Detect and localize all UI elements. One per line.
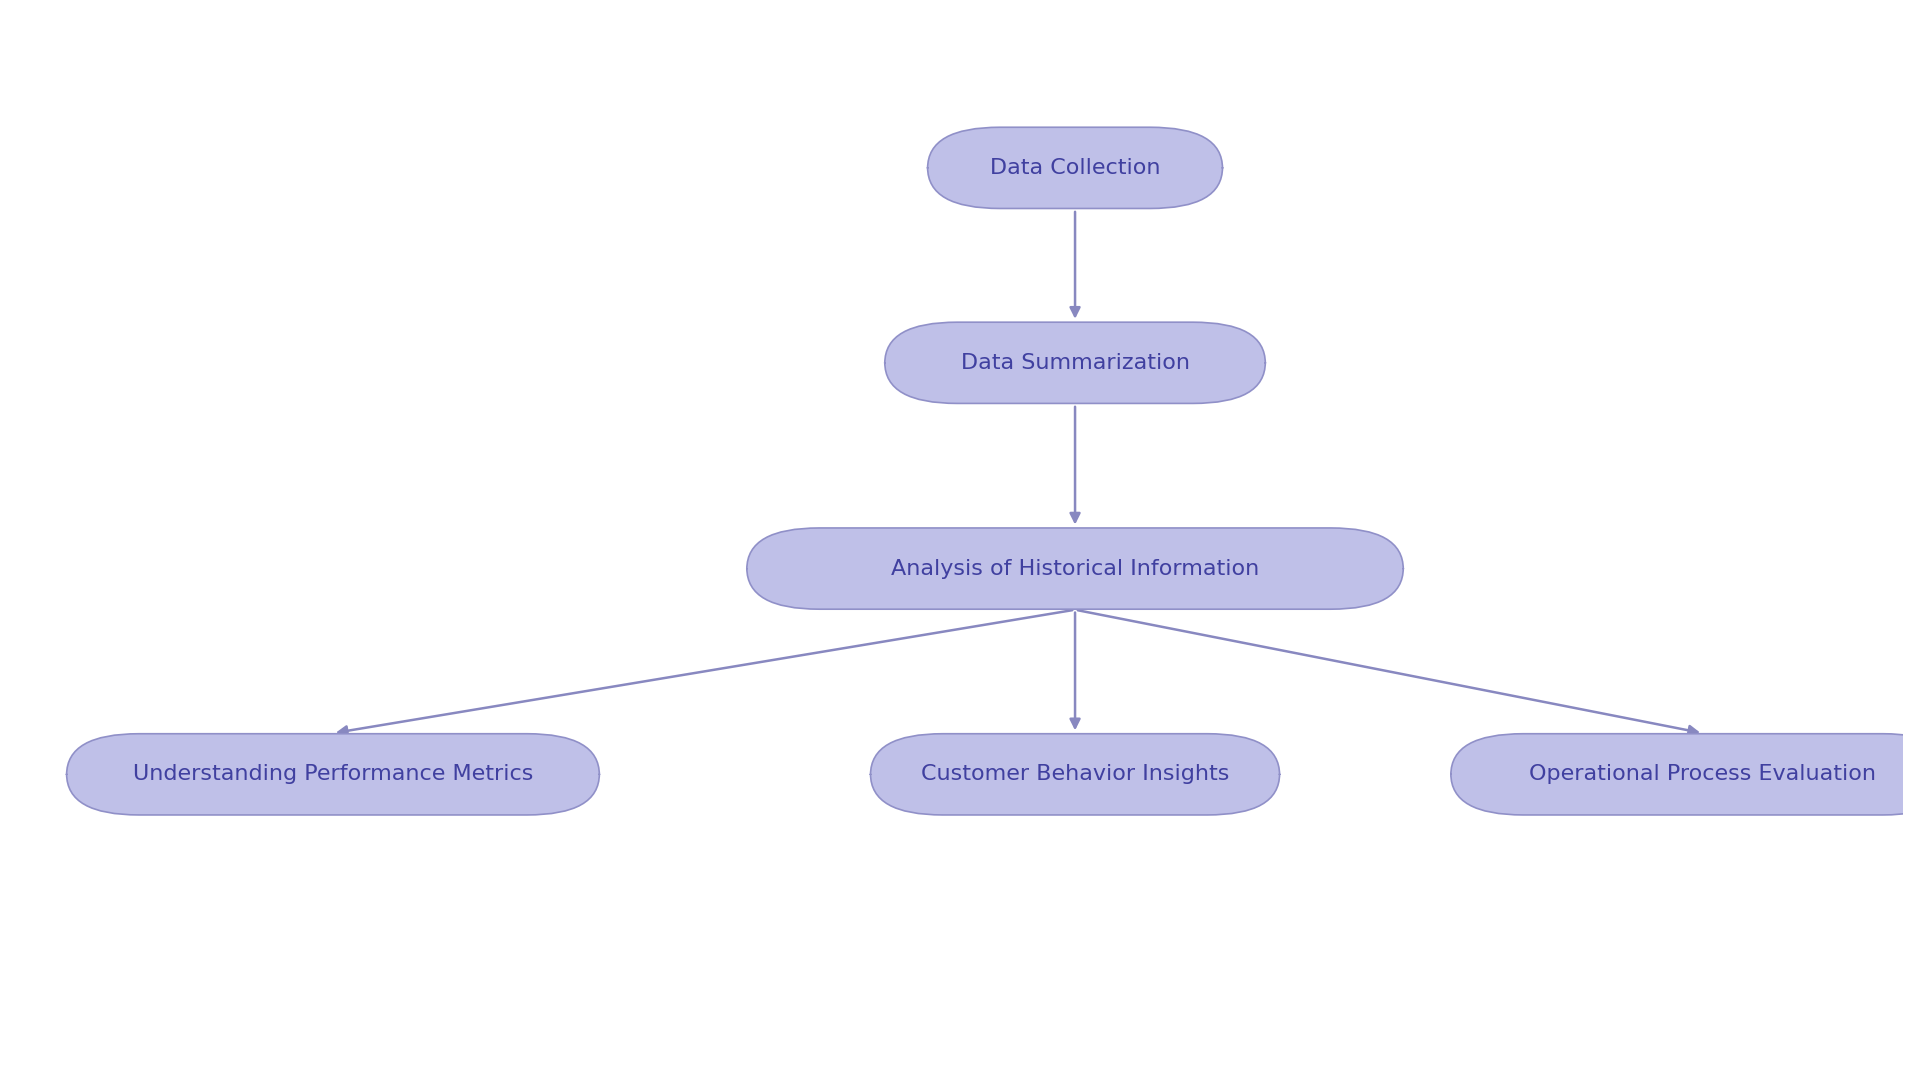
Text: Data Summarization: Data Summarization — [960, 353, 1190, 373]
Text: Operational Process Evaluation: Operational Process Evaluation — [1530, 765, 1876, 784]
FancyBboxPatch shape — [747, 529, 1404, 609]
Text: Data Collection: Data Collection — [991, 158, 1160, 178]
FancyBboxPatch shape — [927, 128, 1223, 208]
FancyBboxPatch shape — [67, 734, 599, 815]
FancyBboxPatch shape — [885, 323, 1265, 403]
Text: Understanding Performance Metrics: Understanding Performance Metrics — [132, 765, 534, 784]
Text: Analysis of Historical Information: Analysis of Historical Information — [891, 559, 1260, 578]
Text: Customer Behavior Insights: Customer Behavior Insights — [922, 765, 1229, 784]
FancyBboxPatch shape — [1452, 734, 1920, 815]
FancyBboxPatch shape — [870, 734, 1279, 815]
